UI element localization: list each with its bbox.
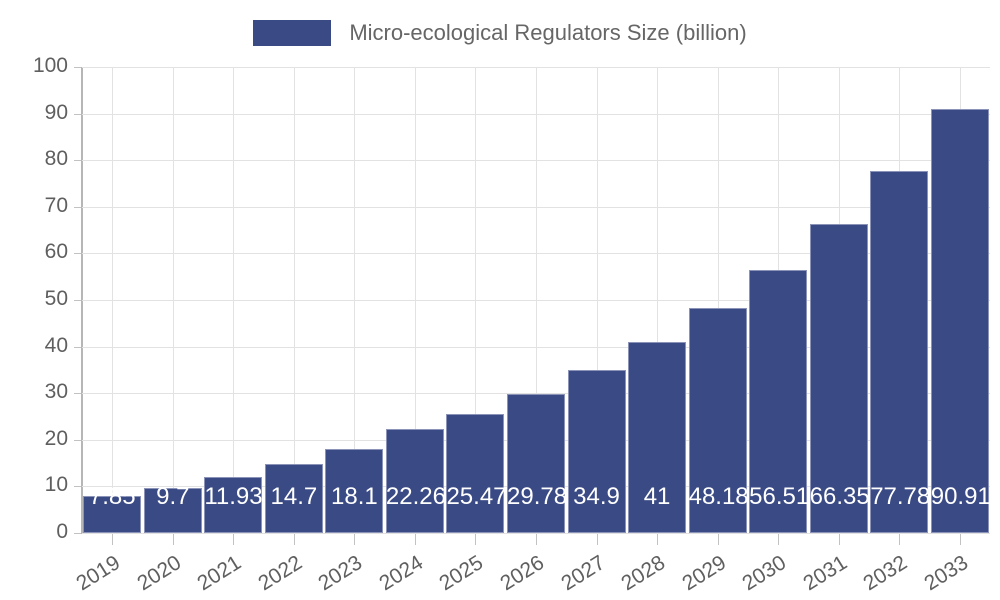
y-tick-label: 100 [32, 54, 68, 77]
bar[interactable] [83, 496, 142, 533]
x-tick-mark [597, 534, 598, 545]
y-tick-label: 80 [44, 147, 68, 171]
bar[interactable] [749, 269, 808, 533]
gridline-vertical [536, 67, 537, 533]
gridline-vertical [294, 67, 295, 533]
y-tick-mark [74, 346, 81, 348]
y-tick-label: 90 [44, 100, 68, 124]
x-tick-mark [718, 534, 719, 545]
y-tick-mark [74, 206, 81, 208]
bar[interactable] [628, 341, 687, 533]
gridline-vertical [597, 67, 598, 533]
x-tick-label: 2025 [435, 551, 488, 596]
bar[interactable] [385, 429, 444, 533]
x-tick-mark [899, 534, 900, 545]
x-tick-label: 2029 [677, 551, 730, 596]
x-tick-mark [173, 534, 174, 545]
bar[interactable] [204, 477, 263, 533]
bar[interactable] [870, 170, 929, 533]
y-tick-label: 40 [44, 333, 68, 357]
x-tick-label: 2032 [859, 551, 912, 596]
chart-legend: Micro-ecological Regulators Size (billio… [0, 16, 1000, 50]
x-tick-mark [657, 534, 658, 545]
bar[interactable] [688, 308, 747, 533]
gridline-horizontal [82, 533, 990, 534]
y-tick-mark [74, 67, 81, 68]
gridline-vertical [112, 67, 113, 533]
gridline-vertical [718, 67, 719, 533]
y-tick-label: 10 [44, 473, 68, 497]
gridline-vertical [657, 67, 658, 533]
x-tick-label: 2019 [72, 551, 125, 596]
y-tick-label: 60 [44, 240, 68, 264]
x-tick-label: 2023 [314, 551, 367, 596]
y-tick-mark [74, 393, 81, 395]
gridline-vertical [475, 67, 476, 533]
y-tick-mark [74, 533, 81, 534]
y-tick-mark [74, 113, 81, 115]
x-tick-mark [415, 534, 416, 545]
x-tick-label: 2027 [556, 551, 609, 596]
x-tick-label: 2026 [496, 551, 549, 596]
bar[interactable] [930, 109, 989, 533]
y-tick-label: 20 [44, 426, 68, 450]
x-tick-mark [778, 534, 779, 545]
y-tick-mark [74, 439, 81, 441]
y-tick-mark [74, 300, 81, 301]
y-tick-mark [74, 160, 81, 162]
x-tick-mark [960, 534, 961, 545]
x-tick-mark [354, 534, 355, 545]
gridline-vertical [415, 67, 416, 533]
x-tick-mark [536, 534, 537, 545]
x-tick-label: 2021 [193, 551, 246, 596]
bar[interactable] [446, 414, 505, 533]
bar[interactable] [143, 487, 202, 533]
x-tick-mark [112, 534, 113, 545]
legend-series-label: Micro-ecological Regulators Size (billio… [349, 20, 747, 45]
plot-area: 7.85 9.7 11.93 14.7 18.1 22.26 25.47 29.78 34.9 4… [82, 67, 991, 534]
x-tick-label: 2033 [920, 551, 972, 596]
bar[interactable] [507, 394, 565, 533]
x-tick-mark [294, 534, 295, 545]
x-tick-mark [233, 534, 234, 545]
gridline-vertical [233, 67, 234, 533]
y-tick-label: 50 [44, 287, 68, 310]
x-tick-label: 2020 [133, 551, 185, 596]
y-tick-label: 70 [44, 193, 68, 217]
x-tick-label: 2031 [799, 551, 851, 596]
y-tick-label: 0 [56, 520, 68, 543]
x-tick-label: 2022 [254, 551, 307, 596]
gridline-vertical [354, 67, 355, 533]
x-tick-mark [475, 534, 476, 545]
bar[interactable] [809, 223, 868, 533]
gridline-vertical [173, 67, 174, 533]
x-tick-label: 2028 [617, 551, 670, 596]
y-tick-label: 30 [44, 380, 68, 404]
bar[interactable] [325, 448, 384, 533]
x-tick-label: 2024 [375, 551, 428, 596]
y-tick-mark [74, 253, 81, 255]
x-tick-label: 2030 [738, 551, 791, 596]
y-tick-mark [74, 486, 81, 488]
legend-color-swatch [253, 20, 332, 46]
bar[interactable] [264, 464, 323, 533]
bar[interactable] [567, 370, 626, 533]
x-tick-mark [839, 534, 840, 545]
